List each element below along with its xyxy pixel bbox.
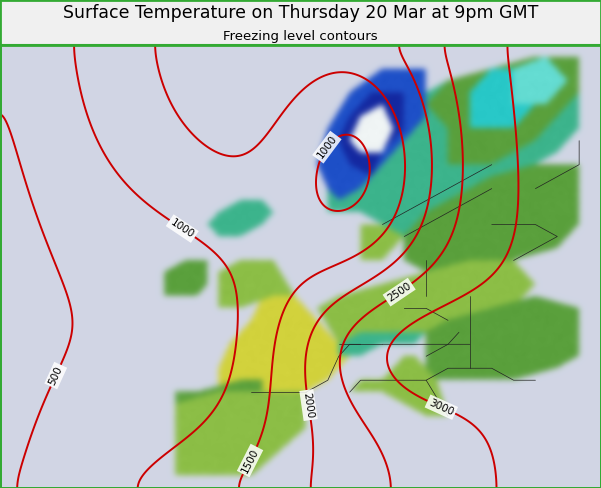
Text: 1000: 1000 — [315, 134, 339, 161]
Text: 2000: 2000 — [302, 391, 316, 419]
Text: 1500: 1500 — [240, 447, 260, 474]
Text: 3000: 3000 — [427, 397, 456, 417]
Text: Freezing level contours: Freezing level contours — [223, 30, 378, 43]
Text: Surface Temperature on Thursday 20 Mar at 9pm GMT: Surface Temperature on Thursday 20 Mar a… — [63, 4, 538, 22]
Text: 2500: 2500 — [385, 281, 413, 304]
Text: 1000: 1000 — [169, 217, 196, 240]
Text: 500: 500 — [47, 365, 64, 386]
